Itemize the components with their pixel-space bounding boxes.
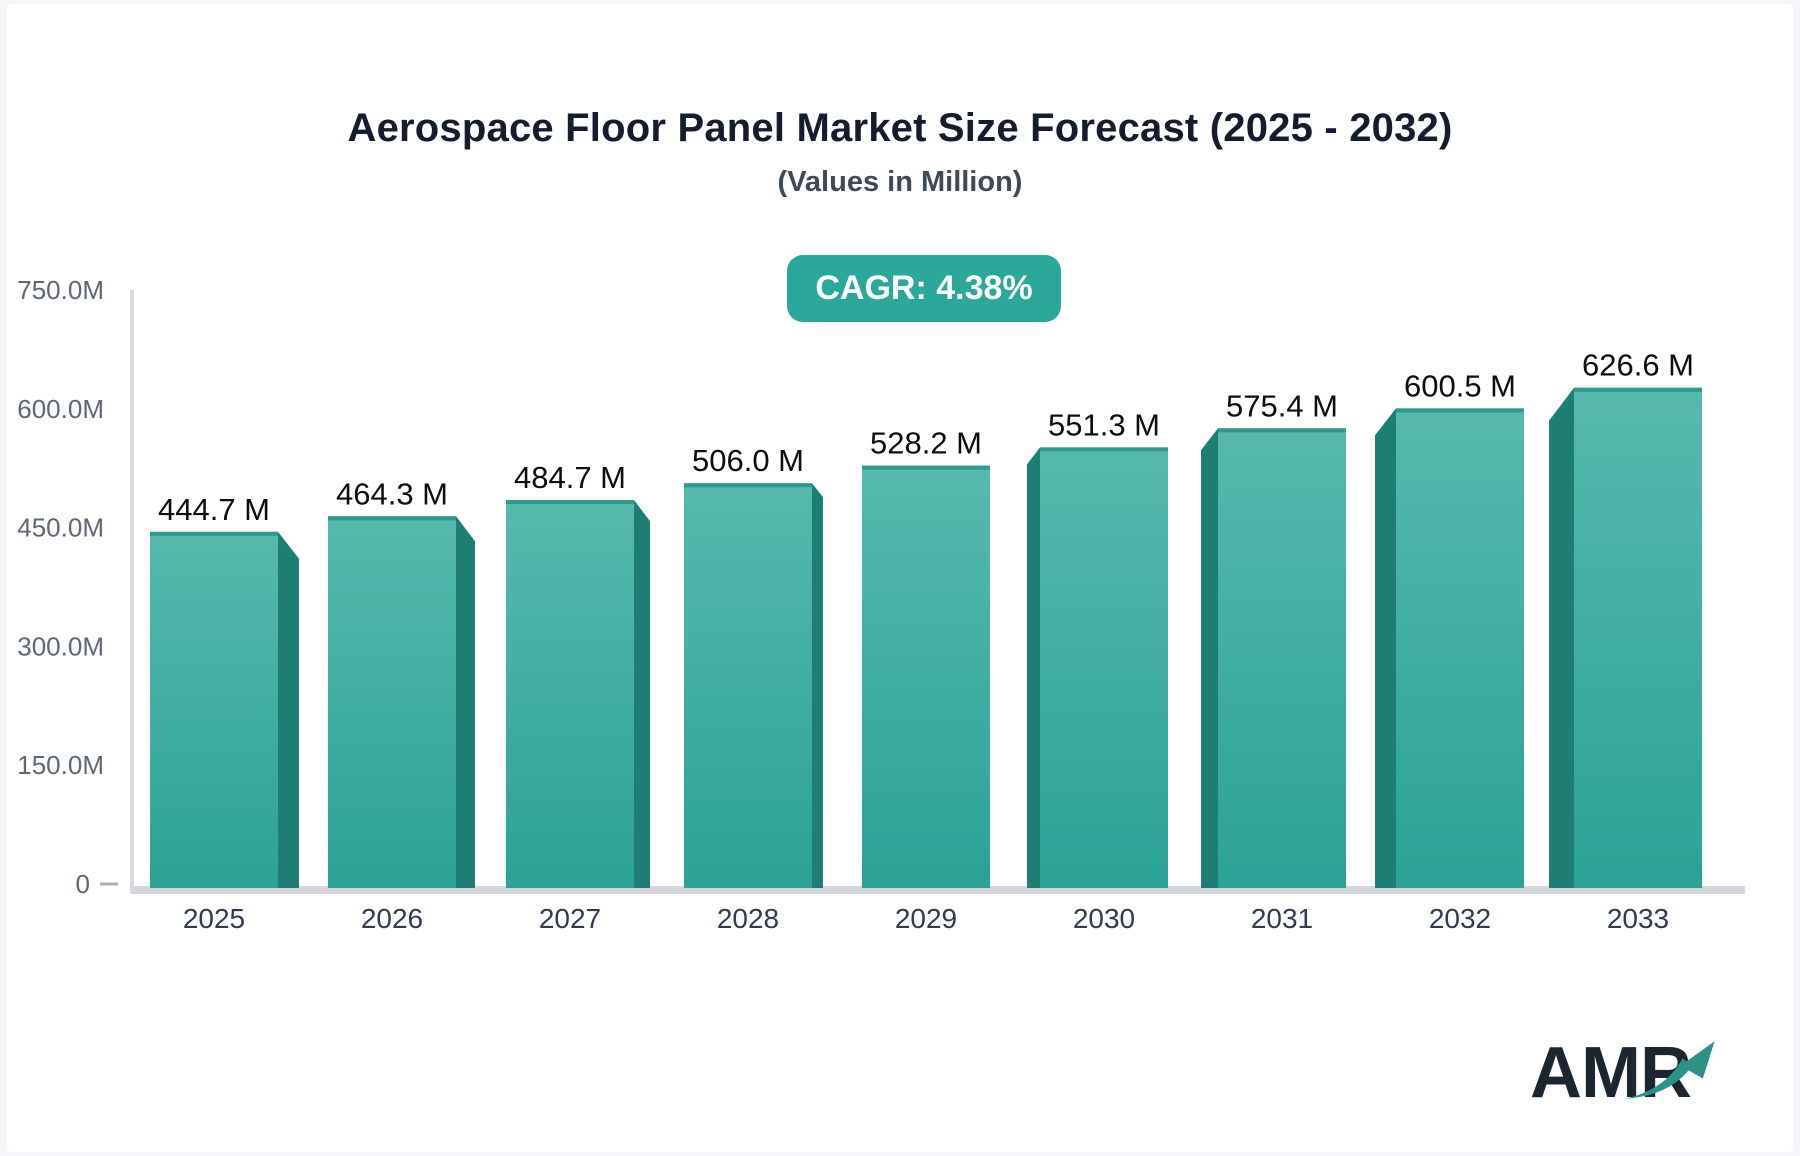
- x-axis-label-2028: 2028: [717, 903, 779, 934]
- bar-front-face: [1396, 408, 1524, 888]
- bar-front-face: [150, 531, 278, 888]
- bar-2026: 464.3 M: [328, 476, 475, 888]
- y-tick-label: 450.0M: [17, 513, 104, 543]
- bar-side-face: [456, 516, 475, 888]
- x-axis-label-2032: 2032: [1429, 903, 1491, 934]
- y-tick-label: 300.0M: [17, 631, 104, 661]
- bar-top-edge: [862, 465, 990, 470]
- bar-value-label: 484.7 M: [514, 460, 626, 495]
- bar-front-face: [506, 500, 634, 888]
- bar-value-label: 626.6 M: [1582, 348, 1694, 383]
- x-axis-label-2029: 2029: [895, 903, 957, 934]
- bar-2032: 600.5 M: [1375, 368, 1524, 888]
- bar-side-face: [1027, 447, 1040, 888]
- bar-2025: 444.7 M: [150, 492, 299, 888]
- bar-2033: 626.6 M: [1549, 348, 1702, 888]
- bar-2030: 551.3 M: [1027, 407, 1168, 888]
- x-axis-label-2026: 2026: [361, 903, 423, 934]
- x-axis-label-2033: 2033: [1607, 903, 1669, 934]
- bar-value-label: 575.4 M: [1226, 388, 1338, 423]
- bar-side-face: [1201, 428, 1218, 888]
- amr-logo: AMR: [1530, 1032, 1730, 1122]
- x-axis-label-2025: 2025: [183, 903, 245, 934]
- bar-front-face: [1574, 387, 1702, 888]
- bar-top-edge: [1040, 447, 1168, 452]
- x-axis-label-2027: 2027: [539, 903, 601, 934]
- bar-top-edge: [1218, 428, 1346, 433]
- cagr-badge: CAGR: 4.38%: [787, 255, 1061, 322]
- y-tick-label: 600.0M: [17, 394, 104, 424]
- bar-side-face: [1549, 387, 1574, 888]
- bar-value-label: 444.7 M: [158, 492, 270, 527]
- bar-front-face: [328, 516, 456, 888]
- x-axis-label-2030: 2030: [1073, 903, 1135, 934]
- bar-value-label: 600.5 M: [1404, 368, 1516, 403]
- bar-top-edge: [684, 483, 812, 488]
- bar-top-edge: [1396, 408, 1524, 413]
- logo-text: AMR: [1530, 1033, 1692, 1113]
- bar-front-face: [1040, 447, 1168, 888]
- x-axis-label-2031: 2031: [1251, 903, 1313, 934]
- bar-value-label: 506.0 M: [692, 443, 804, 478]
- bar-front-face: [684, 483, 812, 888]
- y-tick-label: 0: [76, 869, 90, 899]
- bar-top-edge: [1574, 387, 1702, 392]
- bar-side-face: [812, 483, 823, 888]
- y-tick-label: 150.0M: [17, 750, 104, 780]
- bar-side-face: [1375, 408, 1396, 888]
- bar-value-label: 551.3 M: [1048, 407, 1160, 442]
- chart-subtitle: (Values in Million): [777, 166, 1023, 198]
- bar-2029: 528.2 M: [862, 426, 990, 888]
- bar-top-edge: [150, 531, 278, 536]
- y-tick-label: 750.0M: [17, 275, 104, 305]
- x-axis-baseline: [130, 886, 1745, 894]
- y-axis-line: [130, 290, 134, 886]
- bar-front-face: [862, 465, 990, 888]
- bar-top-edge: [328, 516, 456, 521]
- bar-2031: 575.4 M: [1201, 388, 1346, 888]
- logo-growth-arrow-icon: [1625, 1041, 1715, 1099]
- bar-front-face: [1218, 428, 1346, 888]
- bar-2027: 484.7 M: [506, 460, 650, 888]
- chart-title: Aerospace Floor Panel Market Size Foreca…: [347, 106, 1453, 150]
- bar-value-label: 464.3 M: [336, 476, 448, 511]
- bar-value-label: 528.2 M: [870, 426, 982, 461]
- bar-2028: 506.0 M: [684, 443, 823, 888]
- bar-side-face: [634, 500, 650, 888]
- bar-top-edge: [506, 500, 634, 505]
- bar-side-face: [278, 531, 299, 888]
